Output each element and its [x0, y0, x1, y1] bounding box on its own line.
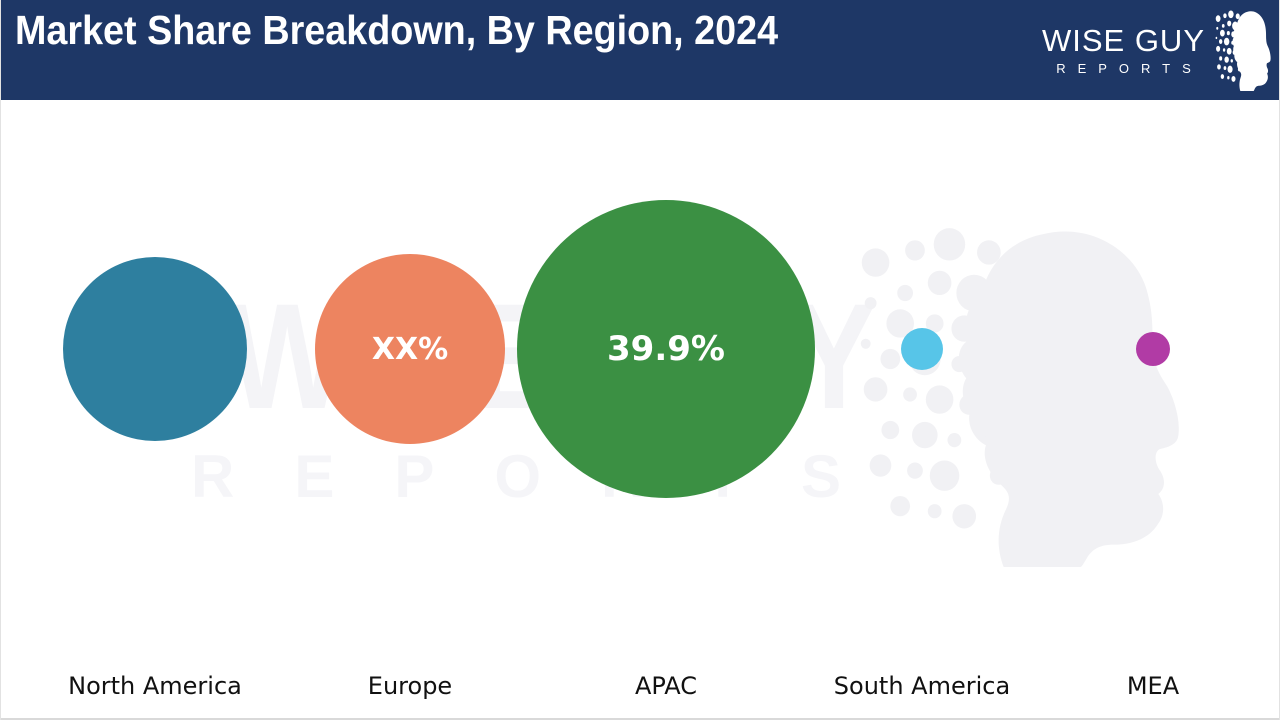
bubble-value-label: 39.9%	[607, 329, 725, 369]
logo-head-icon	[1215, 10, 1271, 91]
logo-text: WISE GUY REPORTS	[1041, 23, 1205, 77]
category-label-north-america: North America	[68, 672, 242, 700]
bubble-north-america	[63, 257, 247, 441]
bubble-europe: XX%	[315, 254, 505, 444]
logo-tagline: REPORTS	[1056, 61, 1203, 76]
category-label-europe: Europe	[367, 672, 453, 700]
bubble-south-america	[901, 328, 943, 370]
wiseguy-logo: WISE GUY REPORTS	[1042, 4, 1271, 96]
category-label-apac: APAC	[634, 672, 698, 700]
page-title: Market Share Breakdown, By Region, 2024	[15, 7, 779, 53]
header-banner: Market Share Breakdown, By Region, 2024 …	[1, 0, 1279, 100]
watermark-tagline: REPORTS	[191, 443, 902, 510]
chart-area: WISE GUY REPORTS North AmericaXX%Europe3…	[1, 100, 1279, 720]
logo-wordmark: WISE GUY	[1041, 23, 1205, 58]
bubble-mea	[1136, 332, 1170, 366]
category-label-south-america: South America	[833, 672, 1011, 700]
category-label-mea: MEA	[1126, 672, 1180, 700]
bubble-value-label: XX%	[371, 331, 449, 367]
bubble-apac: 39.9%	[517, 200, 815, 498]
watermark-head-icon	[860, 228, 1179, 567]
